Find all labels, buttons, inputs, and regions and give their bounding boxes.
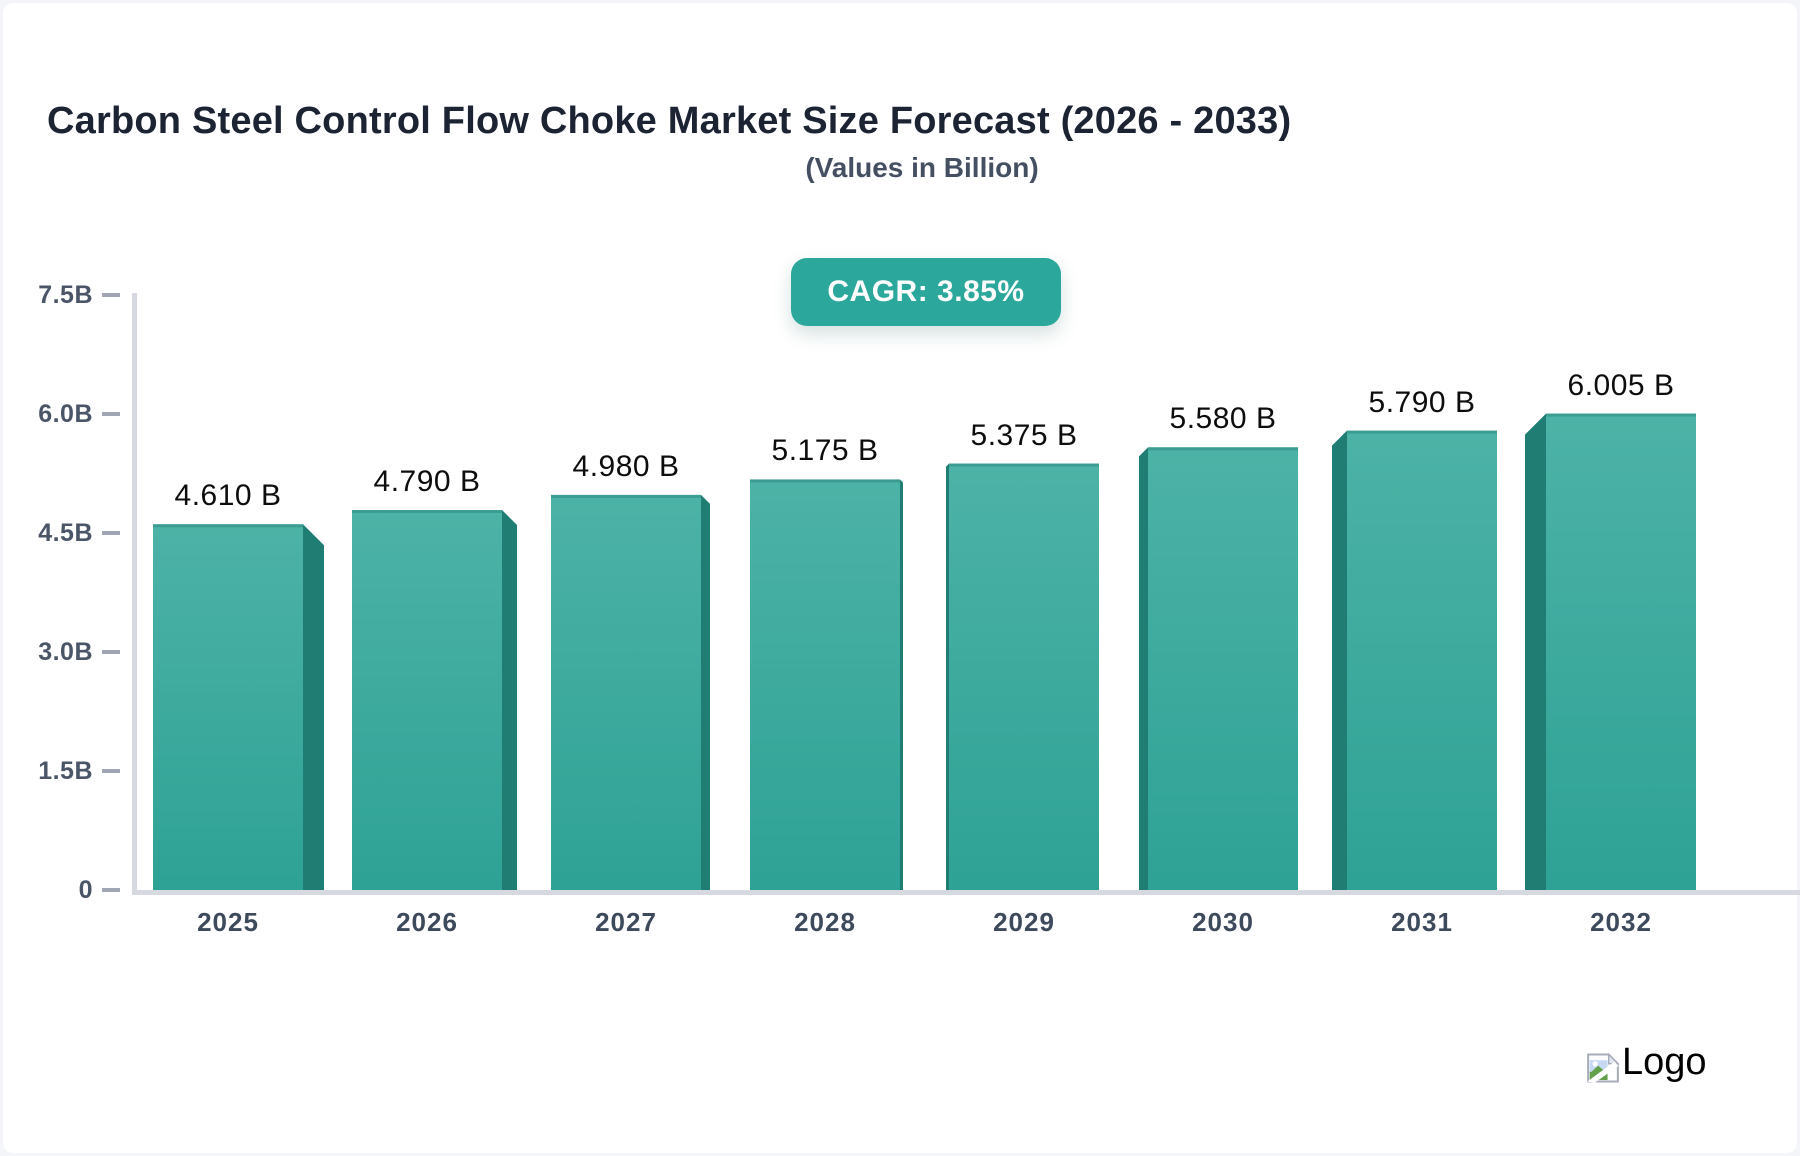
bar-side-2027 [701,494,710,890]
x-axis-line [132,890,1800,895]
bar-top-edge-2031 [1347,430,1497,434]
bar-top-edge-2027 [551,494,701,498]
y-axis-label: 7.5B [38,281,93,309]
y-axis-line [132,293,137,895]
bar-side-2030 [1139,447,1148,890]
bar-top-edge-2025 [153,524,303,528]
bar-top-edge-2028 [750,479,900,483]
bar-side-2029 [946,463,949,890]
y-axis-label: 3.0B [38,638,93,666]
bar-2025 [153,524,303,890]
bar-top-edge-2032 [1546,413,1696,417]
x-axis-label-2025: 2025 [197,907,259,937]
y-axis-label: 6.0B [38,400,93,428]
x-axis-label-2032: 2032 [1590,907,1652,937]
y-axis-label: 4.5B [38,519,93,547]
bar-value-label-2027: 4.980 B [572,449,680,483]
bar-top-edge-2026 [352,509,502,513]
bar-side-2032 [1525,413,1546,890]
bar-value-label-2025: 4.610 B [174,479,282,513]
bar-side-2026 [502,509,517,890]
bar-top-edge-2030 [1148,447,1298,451]
x-axis-label-2029: 2029 [993,907,1055,937]
logo-placeholder: Logo [1586,1041,1707,1083]
cagr-badge: CAGR: 3.85% [791,258,1061,326]
bar-value-label-2029: 5.375 B [970,418,1078,452]
bar-value-label-2026: 4.790 B [373,464,481,498]
bar-value-label-2028: 5.175 B [771,434,879,468]
report-card: Carbon Steel Control Flow Choke Market S… [3,3,1800,1156]
bar-2028 [750,479,900,890]
x-axis-label-2027: 2027 [595,907,657,937]
bar-2026 [352,509,502,890]
bar-2032 [1546,413,1696,890]
logo-alt-text: Logo [1622,1041,1707,1083]
y-tick-mark [102,888,120,892]
bar-2029 [949,463,1099,890]
chart-subtitle: (Values in Billion) [805,152,1039,183]
bar-value-label-2031: 5.790 B [1368,385,1476,419]
bar-2027 [551,494,701,890]
bar-2031 [1347,430,1497,890]
bar-side-2025 [303,524,324,890]
x-axis-label-2030: 2030 [1192,907,1254,937]
bar-chart-canvas [102,293,1800,895]
y-axis-label: 0 [78,876,93,904]
chart-title: Carbon Steel Control Flow Choke Market S… [47,100,1292,142]
y-axis-label: 1.5B [38,757,93,785]
cagr-badge-label: CAGR: 3.85% [827,275,1025,308]
y-tick-mark [102,769,120,773]
bar-side-2028 [900,479,903,890]
broken-image-icon [1587,1053,1620,1083]
x-axis-label-2026: 2026 [396,907,458,937]
bar-value-label-2030: 5.580 B [1169,402,1277,436]
bar-side-2031 [1332,430,1347,890]
bar-value-label-2032: 6.005 B [1567,368,1675,402]
y-tick-mark [102,293,120,297]
x-axis-label-2031: 2031 [1391,907,1453,937]
bar-2030 [1148,447,1298,890]
bar-chart: 7.5B 6.0B 4.5B 3.0B 1.5B 0 2025 4.610 B 2026 4.79… [3,3,1800,1156]
x-axis-label-2028: 2028 [794,907,856,937]
y-tick-mark [102,531,120,535]
y-tick-mark [102,650,120,654]
y-tick-mark [102,412,120,416]
bar-top-edge-2029 [949,463,1099,467]
